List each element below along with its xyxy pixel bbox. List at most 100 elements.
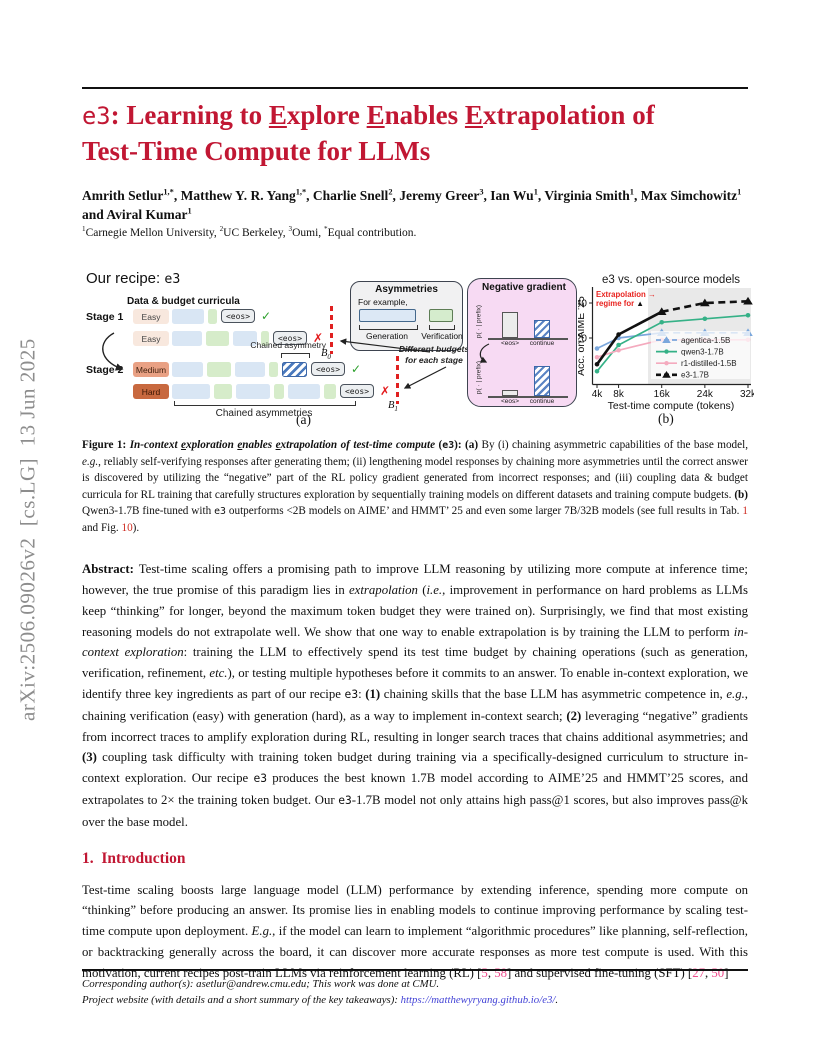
x-tick-label: 4k xyxy=(592,389,604,400)
prob-bar-hatch xyxy=(534,366,550,396)
legend-label: qwen3-1.7B xyxy=(681,347,724,356)
extrapolation-annotation: Extrapolation → xyxy=(596,290,656,299)
extrapolation-annotation: regime for ▲ xyxy=(596,299,644,308)
series-marker xyxy=(702,316,708,322)
reference-link[interactable]: 1 xyxy=(742,504,748,517)
series-marker xyxy=(745,337,751,343)
project-website-note: Project website (with details and a shor… xyxy=(82,994,559,1006)
series-line-qwen3-1.7B xyxy=(596,314,749,372)
paper-title-line2: Test-Time Compute for LLMs xyxy=(82,136,431,166)
curriculum-block-green xyxy=(207,362,231,377)
legend-label: e3-1.7B xyxy=(681,371,709,380)
series-marker xyxy=(700,298,710,307)
x-tick-label: 8k xyxy=(613,389,625,400)
corresponding-author-note: Corresponding author(s): asetlur@andrew.… xyxy=(82,978,440,990)
curriculum-block-blue xyxy=(233,331,257,346)
stage1-label: Stage 1 xyxy=(86,311,124,323)
difficulty-chip-hard: Hard xyxy=(133,384,169,399)
asymmetries-box xyxy=(350,281,463,351)
footnote-block: Corresponding author(s): asetlur@andrew.… xyxy=(82,976,750,1008)
x-axis-label: Test-time compute (tokens) xyxy=(608,400,735,412)
series-marker xyxy=(616,347,621,353)
series-marker xyxy=(656,328,667,336)
curriculum-block-blue xyxy=(172,384,210,399)
reference-link[interactable]: 10 xyxy=(121,522,133,535)
prob-axis-label-top: p( · | prefix) xyxy=(475,304,483,339)
footer-rule xyxy=(82,969,748,971)
prob-bar-label: continue xyxy=(529,398,555,405)
curriculum-block-blue xyxy=(172,331,202,346)
generation-label: Generation xyxy=(365,331,409,341)
reference-link[interactable]: 5 xyxy=(481,965,488,980)
introduction-paragraph: Test-time scaling boosts large language … xyxy=(82,882,748,980)
author-line1: Amrith Setlur1,*, Matthew Y. R. Yang1,*,… xyxy=(82,187,742,203)
abstract: Abstract: Test-time scaling offers a pro… xyxy=(82,562,749,829)
verification-block xyxy=(429,309,453,322)
prob-bar-hatch xyxy=(534,320,550,338)
curriculum-block-blue xyxy=(172,362,203,377)
body-column: Figure 1: In-context exploration enables… xyxy=(82,437,748,984)
curriculum-block-green xyxy=(208,309,217,324)
paper-title: e3: Learning to Explore Enables Extrapol… xyxy=(82,98,754,169)
author-list: Amrith Setlur1,*, Matthew Y. R. Yang1,*,… xyxy=(82,186,752,224)
verification-label: Verification xyxy=(421,331,463,341)
difficulty-chip-easy: Easy xyxy=(133,309,169,324)
curriculum-block-hatch xyxy=(282,362,307,377)
reference-link[interactable]: https://matthewyryang.github.io/e3/ xyxy=(400,994,556,1006)
x-tick-label: 16k xyxy=(654,389,671,400)
legend-marker xyxy=(664,361,669,366)
difficulty-chip-medium: Medium xyxy=(133,362,169,377)
budget-note-line1: Different budgets xyxy=(398,344,470,354)
prob-bar-label: continue xyxy=(529,340,555,347)
chained-asymmetry-label: Chained asymmetry xyxy=(250,340,326,350)
chained-asymmetry-brace xyxy=(281,353,310,358)
curriculum-block-blue xyxy=(235,362,265,377)
negative-gradient-title: Negative gradient xyxy=(482,282,566,293)
x-tick-label: 24k xyxy=(697,389,714,400)
difficulty-chip-easy: Easy xyxy=(133,331,169,346)
stage2-label: Stage 2 xyxy=(86,364,124,376)
budget-arrow-b1 xyxy=(403,366,447,389)
chained-asymmetries-bracket xyxy=(174,401,356,406)
panel-a-label: (a) xyxy=(296,412,311,427)
curriculum-block-blue xyxy=(236,384,270,399)
prob-axis-label-bottom: p( · | prefix) xyxy=(475,360,483,395)
series-marker xyxy=(594,346,600,351)
series-marker xyxy=(745,312,751,318)
eos-token-chip: <eos> xyxy=(340,384,374,398)
prob-bar-solid xyxy=(502,312,518,338)
b1-label: B1 xyxy=(388,400,398,414)
arxiv-stamp: arXiv:2506.09026v2 [cs.LG] 13 Jun 2025 xyxy=(15,338,40,722)
series-marker xyxy=(659,337,665,343)
legend-marker xyxy=(662,371,671,378)
budget-note: Different budgets for each stage xyxy=(396,344,472,365)
curricula-label: Data & budget curricula xyxy=(127,296,240,307)
legend-box xyxy=(651,331,750,379)
series-marker xyxy=(656,307,667,315)
series-marker xyxy=(743,296,753,305)
y-tick-label: 20 xyxy=(578,334,587,345)
y-tick-label: 40 xyxy=(578,299,587,310)
top-rule xyxy=(82,87,748,89)
gradient-flip-arrow xyxy=(479,343,490,363)
legend-marker xyxy=(662,336,671,343)
chart-title: e3 vs. open-source models xyxy=(602,274,740,286)
generation-block xyxy=(359,309,416,322)
legend-label: agentica-1.5B xyxy=(681,336,730,345)
curriculum-block-blue xyxy=(172,309,204,324)
legend-marker xyxy=(664,349,669,354)
budget-arrow-b0 xyxy=(339,338,431,353)
panel-a-heading: Our recipe: e3 xyxy=(86,270,181,287)
check-mark: ✓ xyxy=(261,309,272,323)
series-marker xyxy=(616,332,621,337)
check-mark: ✓ xyxy=(351,362,362,376)
series-marker xyxy=(594,354,600,360)
series-line-dashed-e3-1.7B xyxy=(661,300,749,314)
budget-line-b1 xyxy=(396,356,399,404)
extrapolation-shaded-region xyxy=(648,288,751,385)
series-line-e3-1.7B xyxy=(595,310,663,366)
curriculum-block-blue xyxy=(288,384,320,399)
section-heading-introduction: 1. Introduction xyxy=(82,849,186,867)
cross-mark: ✗ xyxy=(313,331,324,345)
prob-bar-solid xyxy=(502,390,518,396)
